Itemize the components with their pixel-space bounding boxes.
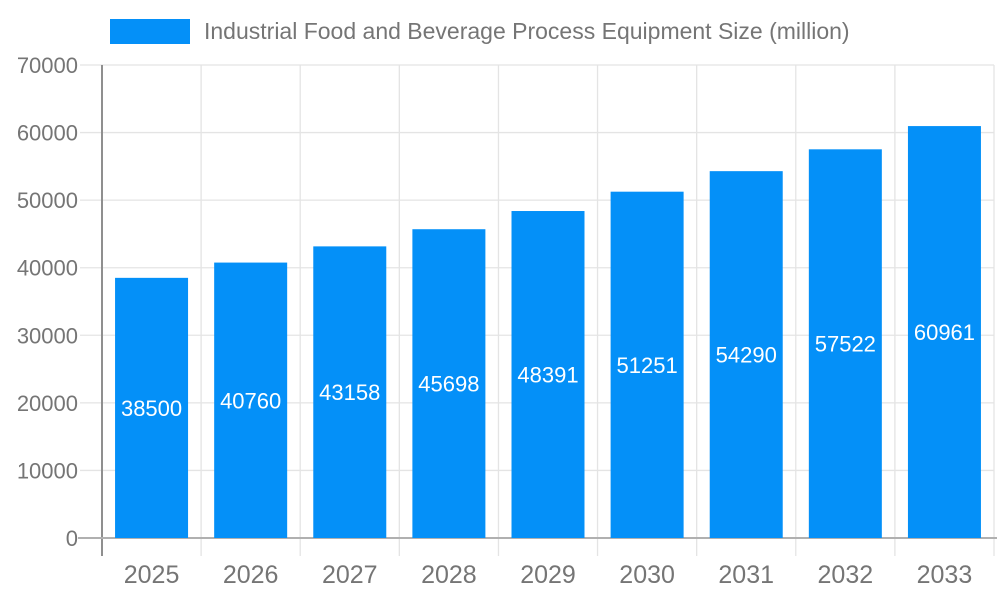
y-tick-label: 30000: [17, 323, 78, 348]
y-tick-label: 20000: [17, 391, 78, 416]
x-tick-label: 2028: [421, 561, 477, 589]
bar-2025[interactable]: [115, 277, 189, 538]
x-tick-label: 2027: [322, 561, 378, 589]
x-tick-label: 2031: [718, 561, 774, 589]
bar-2028[interactable]: [412, 229, 486, 538]
y-tick-label: 70000: [17, 53, 78, 78]
bar-value-label: 48391: [517, 363, 578, 388]
x-tick-label: 2033: [917, 561, 973, 589]
legend-title: Industrial Food and Beverage Process Equ…: [204, 18, 850, 44]
bar-2032[interactable]: [808, 149, 882, 539]
bar-value-label: 60961: [914, 320, 975, 345]
bar-2027[interactable]: [313, 246, 387, 538]
bar-2030[interactable]: [610, 191, 684, 538]
legend-swatch: [110, 19, 190, 44]
y-tick-label: 10000: [17, 458, 78, 483]
x-tick-label: 2029: [520, 561, 576, 589]
legend[interactable]: Industrial Food and Beverage Process Equ…: [110, 18, 850, 45]
bar-value-label: 38500: [121, 396, 182, 421]
x-tick-label: 2030: [619, 561, 675, 589]
bar-value-label: 54290: [716, 343, 777, 368]
bar-2031[interactable]: [709, 171, 783, 538]
bar-value-label: 40760: [220, 388, 281, 413]
bar-2026[interactable]: [214, 262, 288, 538]
x-tick-label: 2032: [818, 561, 874, 589]
y-tick-label: 50000: [17, 188, 78, 213]
bar-2033[interactable]: [907, 126, 981, 538]
y-tick-label: 60000: [17, 121, 78, 146]
bar-2029[interactable]: [511, 211, 585, 538]
bar-value-label: 51251: [617, 353, 678, 378]
y-tick-label: 40000: [17, 256, 78, 281]
bar-value-label: 45698: [418, 372, 479, 397]
bar-value-label: 57522: [815, 332, 876, 357]
bar-value-label: 43158: [319, 380, 380, 405]
x-tick-label: 2025: [124, 561, 180, 589]
x-tick-label: 2026: [223, 561, 279, 589]
y-tick-label: 0: [66, 526, 78, 551]
